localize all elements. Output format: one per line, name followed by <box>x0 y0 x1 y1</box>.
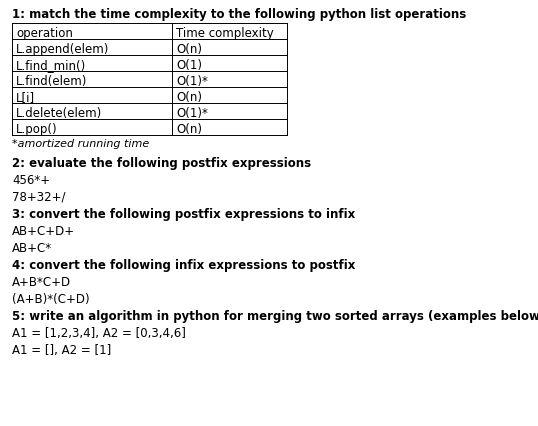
Text: L.pop(): L.pop() <box>16 123 58 136</box>
Text: A1 = [1,2,3,4], A2 = [0,3,4,6]: A1 = [1,2,3,4], A2 = [0,3,4,6] <box>12 326 186 339</box>
Text: Time complexity: Time complexity <box>176 27 274 40</box>
Text: 4: convert the following infix expressions to postfix: 4: convert the following infix expressio… <box>12 259 356 271</box>
Text: L.find_min(): L.find_min() <box>16 59 86 72</box>
Text: O(1)*: O(1)* <box>176 75 208 88</box>
Text: *amortized running time: *amortized running time <box>12 139 149 149</box>
Text: A1 = [], A2 = [1]: A1 = [], A2 = [1] <box>12 343 111 356</box>
Text: L[i]: L[i] <box>16 91 35 104</box>
Text: 2: evaluate the following postfix expressions: 2: evaluate the following postfix expres… <box>12 157 311 170</box>
Text: (A+B)*(C+D): (A+B)*(C+D) <box>12 292 90 305</box>
Text: O(n): O(n) <box>176 43 202 56</box>
Text: L.delete(elem): L.delete(elem) <box>16 107 102 120</box>
Text: O(1)*: O(1)* <box>176 107 208 120</box>
Text: L.append(elem): L.append(elem) <box>16 43 109 56</box>
Text: operation: operation <box>16 27 73 40</box>
Text: L.find(elem): L.find(elem) <box>16 75 87 88</box>
Text: O(n): O(n) <box>176 123 202 136</box>
Text: O(1): O(1) <box>176 59 202 72</box>
Text: 5: write an algorithm in python for merging two sorted arrays (examples below): 5: write an algorithm in python for merg… <box>12 309 538 322</box>
Text: O(n): O(n) <box>176 91 202 104</box>
Text: 3: convert the following postfix expressions to infix: 3: convert the following postfix express… <box>12 207 355 221</box>
Text: AB+C+D+: AB+C+D+ <box>12 225 75 237</box>
Text: A+B*C+D: A+B*C+D <box>12 275 71 288</box>
Text: 456*+: 456*+ <box>12 173 50 187</box>
Text: 1: match the time complexity to the following python list operations: 1: match the time complexity to the foll… <box>12 8 466 21</box>
Text: 78+32+/: 78+32+/ <box>12 190 66 204</box>
Text: AB+C*: AB+C* <box>12 242 52 254</box>
